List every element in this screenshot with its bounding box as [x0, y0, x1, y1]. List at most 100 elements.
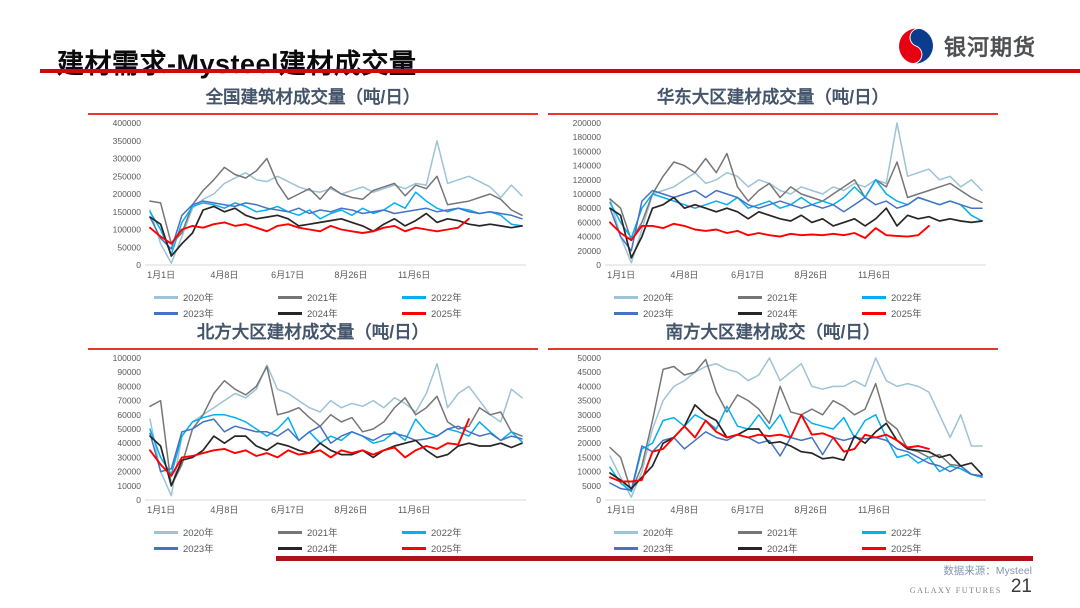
y-tick-label: 100000 — [573, 189, 602, 199]
x-tick-label: 11月6日 — [398, 505, 430, 515]
y-tick-label: 20000 — [117, 467, 141, 477]
legend-label: 2024年 — [307, 309, 338, 320]
y-tick-label: 30000 — [577, 410, 601, 420]
y-tick-label: 70000 — [117, 396, 141, 406]
y-tick-label: 100000 — [113, 353, 142, 363]
legend-swatch — [402, 311, 426, 315]
legend-swatch — [278, 530, 302, 534]
legend-swatch — [154, 311, 178, 315]
legend-item-2021年: 2021年 — [738, 290, 862, 304]
legend-item-2020年: 2020年 — [614, 290, 738, 304]
y-tick-label: 40000 — [577, 381, 601, 391]
y-tick-label: 60000 — [117, 410, 141, 420]
y-tick-label: 50000 — [117, 424, 141, 434]
x-tick-label: 1月1日 — [147, 505, 175, 515]
legend-label: 2025年 — [891, 309, 922, 320]
legend-label: 2020年 — [643, 293, 674, 304]
footer-accent-bar — [276, 556, 1033, 561]
legend-item-2025年: 2025年 — [862, 541, 986, 555]
x-tick-label: 8月26日 — [334, 505, 367, 515]
x-tick-label: 1月1日 — [607, 270, 635, 280]
y-tick-label: 250000 — [113, 171, 142, 181]
legend-item-2024年: 2024年 — [738, 306, 862, 320]
legend-swatch — [402, 530, 426, 534]
y-tick-label: 0 — [136, 495, 141, 505]
y-tick-label: 20000 — [577, 438, 601, 448]
legend-item-2021年: 2021年 — [278, 290, 402, 304]
legend-item-2024年: 2024年 — [738, 541, 862, 555]
x-tick-label: 6月17日 — [271, 505, 304, 515]
brand-text: GALAXY FUTURES — [909, 586, 1002, 595]
legend-swatch — [738, 546, 762, 550]
y-tick-label: 140000 — [573, 161, 602, 171]
legend-item-2025年: 2025年 — [402, 541, 526, 555]
x-tick-label: 4月8日 — [210, 270, 238, 280]
y-tick-label: 120000 — [573, 175, 602, 185]
y-tick-label: 15000 — [577, 452, 601, 462]
legend-item-2021年: 2021年 — [278, 525, 402, 539]
chart-legend: 2020年 2021年 2022年 2023年 2024年 2025年 — [614, 525, 986, 555]
legend-label: 2020年 — [643, 528, 674, 539]
x-tick-label: 6月17日 — [271, 270, 304, 280]
legend-swatch — [278, 295, 302, 299]
footer-brand-row: GALAXY FUTURES 21 — [910, 576, 1032, 598]
y-tick-label: 80000 — [117, 381, 141, 391]
y-tick-label: 150000 — [113, 207, 142, 217]
chart-panel-east: 华东大区建材成交量（吨/日） 0 20000 40000 60000 80000 1000… — [548, 84, 998, 320]
chart-title: 南方大区建材成交（吨/日） — [548, 319, 998, 350]
y-tick-label: 0 — [596, 495, 601, 505]
legend-item-2020年: 2020年 — [154, 290, 278, 304]
legend-label: 2022年 — [431, 528, 462, 539]
legend-swatch — [738, 311, 762, 315]
series-line-2020年 — [609, 122, 983, 264]
series-line-2025年 — [149, 418, 470, 477]
series-line-2021年 — [609, 152, 983, 241]
legend-label: 2022年 — [431, 293, 462, 304]
y-tick-label: 5000 — [582, 481, 601, 491]
legend-label: 2022年 — [891, 528, 922, 539]
y-tick-label: 10000 — [117, 481, 141, 491]
legend-swatch — [278, 546, 302, 550]
x-tick-label: 8月26日 — [334, 270, 367, 280]
galaxy-logo-icon — [898, 27, 934, 65]
legend-label: 2021年 — [307, 528, 338, 539]
legend-label: 2020年 — [183, 528, 214, 539]
legend-swatch — [402, 295, 426, 299]
series-line-2025年 — [609, 413, 930, 483]
legend-label: 2022年 — [891, 293, 922, 304]
series-line-2023年 — [609, 431, 983, 491]
legend-swatch — [402, 546, 426, 550]
legend-item-2024年: 2024年 — [278, 306, 402, 320]
legend-label: 2024年 — [767, 309, 798, 320]
series-line-2024年 — [149, 435, 523, 487]
x-tick-label: 11月6日 — [398, 270, 430, 280]
series-line-2022年 — [149, 414, 523, 476]
line-chart-north: 0 10000 20000 30000 40000 50000 60000 70000 8000… — [113, 353, 526, 515]
legend-label: 2023年 — [643, 544, 674, 555]
chart-legend: 2020年 2021年 2022年 2023年 2024年 2025年 — [614, 290, 986, 320]
legend-item-2023年: 2023年 — [154, 306, 278, 320]
x-tick-label: 4月8日 — [670, 505, 698, 515]
legend-swatch — [614, 311, 638, 315]
y-tick-label: 30000 — [117, 452, 141, 462]
legend-label: 2023年 — [183, 309, 214, 320]
x-tick-label: 1月1日 — [607, 505, 635, 515]
legend-swatch — [862, 295, 886, 299]
y-tick-label: 25000 — [577, 424, 601, 434]
y-tick-label: 100000 — [113, 225, 142, 235]
x-tick-label: 1月1日 — [147, 270, 175, 280]
y-tick-label: 0 — [136, 260, 141, 270]
series-line-2023年 — [149, 418, 523, 473]
y-tick-label: 200000 — [573, 118, 602, 128]
chart-title: 全国建筑材成交量（吨/日） — [88, 84, 538, 115]
x-tick-label: 8月26日 — [794, 505, 827, 515]
legend-item-2022年: 2022年 — [402, 525, 526, 539]
legend-swatch — [614, 295, 638, 299]
x-tick-label: 6月17日 — [731, 505, 764, 515]
legend-label: 2023年 — [643, 309, 674, 320]
legend-item-2023年: 2023年 — [614, 306, 738, 320]
y-tick-label: 10000 — [577, 467, 601, 477]
legend-swatch — [614, 530, 638, 534]
page-title: 建材需求-Mysteel建材成交量 — [57, 49, 417, 80]
x-tick-label: 11月6日 — [858, 505, 890, 515]
